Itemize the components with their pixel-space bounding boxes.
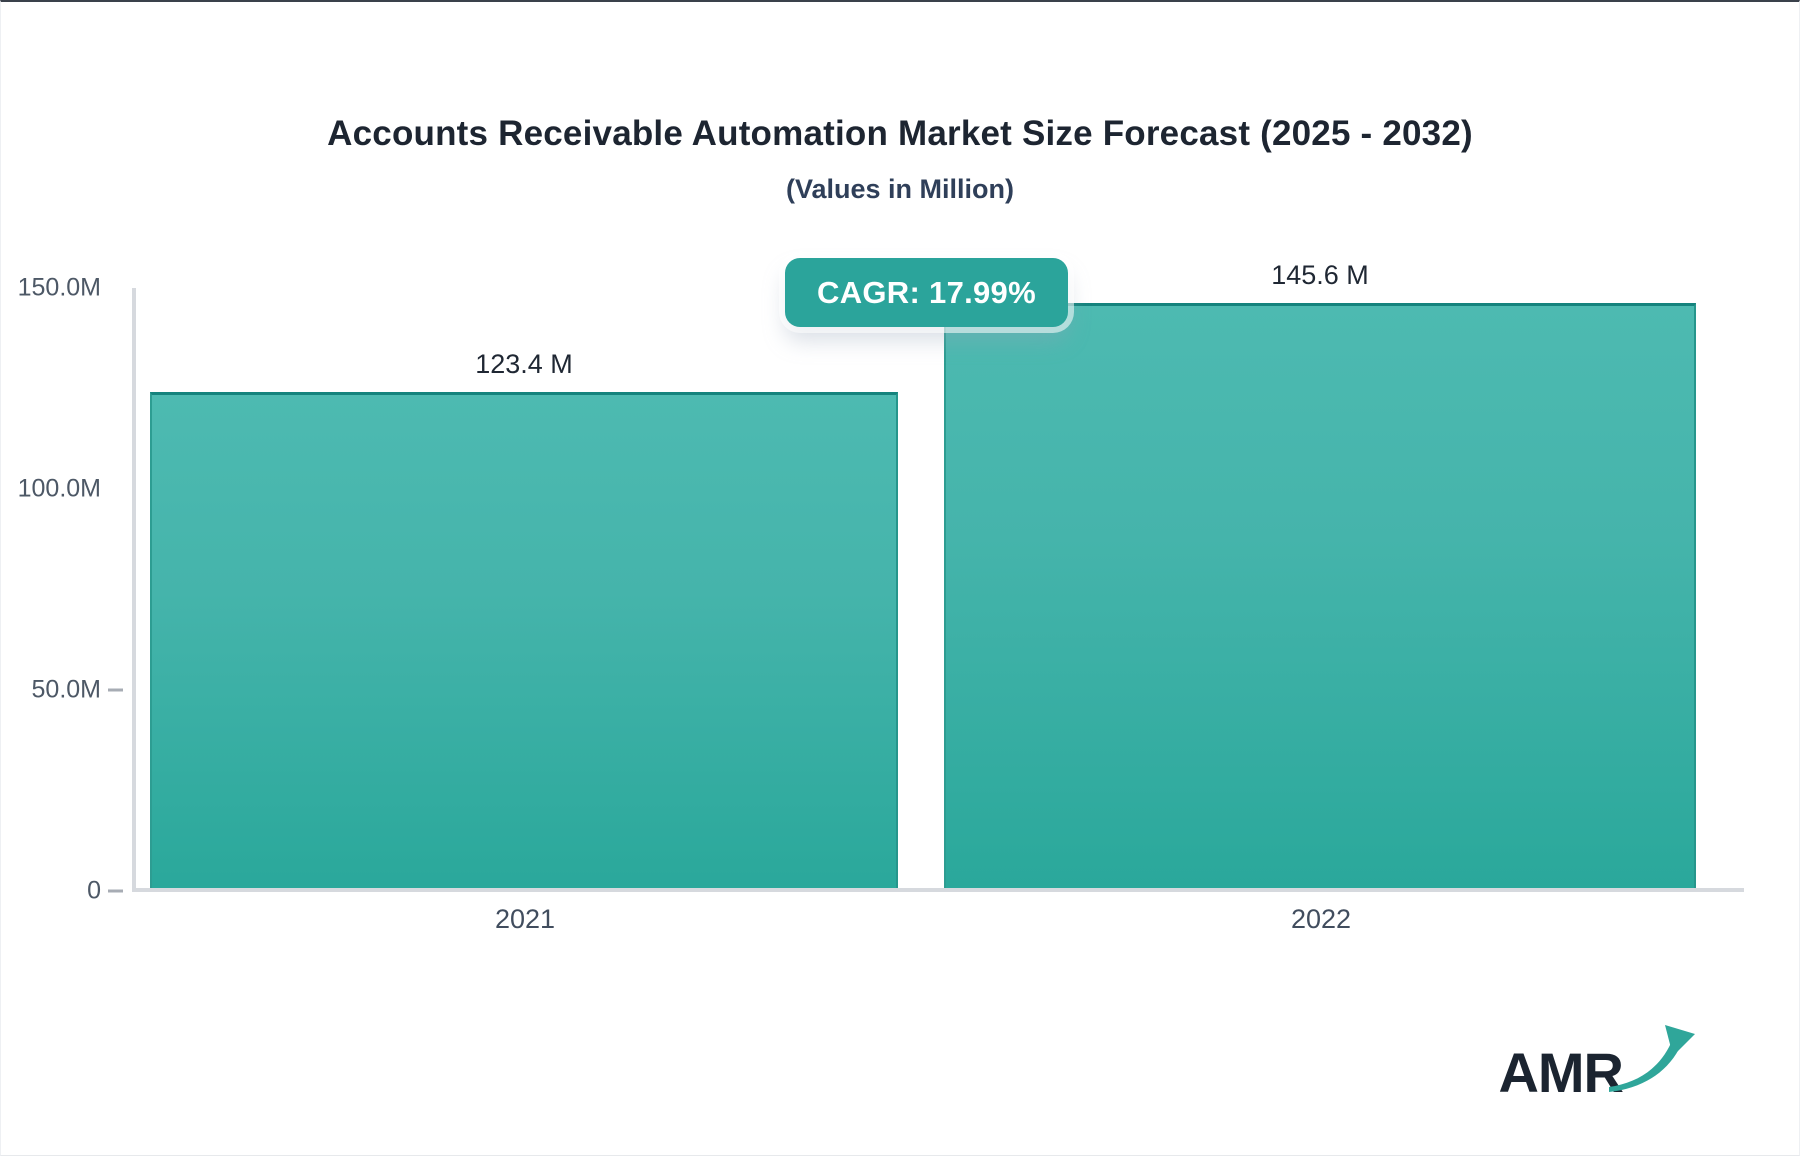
bar-2022	[944, 302, 1696, 888]
growth-arrow-icon	[1609, 1025, 1695, 1092]
bar-group-2021: 123.4 M	[150, 228, 898, 888]
cagr-badge-label: CAGR: 17.99%	[817, 274, 1036, 310]
y-axis-tick-label: 0	[87, 876, 101, 905]
bar-value-label-2021: 123.4 M	[475, 348, 573, 379]
bar-2021	[150, 391, 898, 888]
brand-logo-text: AMR	[1498, 1040, 1624, 1104]
x-axis-label-2021: 2021	[494, 904, 556, 934]
y-axis-tick-label: 150.0M	[17, 273, 101, 302]
chart-title: Accounts Receivable Automation Market Si…	[327, 114, 1473, 153]
cagr-badge: CAGR: 17.99%	[785, 258, 1068, 327]
x-axis-line	[132, 888, 1744, 892]
y-axis-tick-label: 100.0M	[17, 474, 101, 503]
brand-logo: AMR	[1498, 1019, 1699, 1104]
y-axis-line	[132, 288, 136, 892]
y-axis-tick-mark	[108, 889, 123, 893]
bar-value-label-2022: 145.6 M	[1271, 259, 1369, 290]
chart-subtitle: (Values in Million)	[785, 174, 1015, 204]
y-axis-tick-label: 50.0M	[31, 675, 101, 704]
y-axis-tick-mark	[108, 688, 123, 692]
x-axis-label-2022: 2022	[1290, 904, 1352, 934]
bar-group-2022: 145.6 M	[944, 228, 1696, 888]
